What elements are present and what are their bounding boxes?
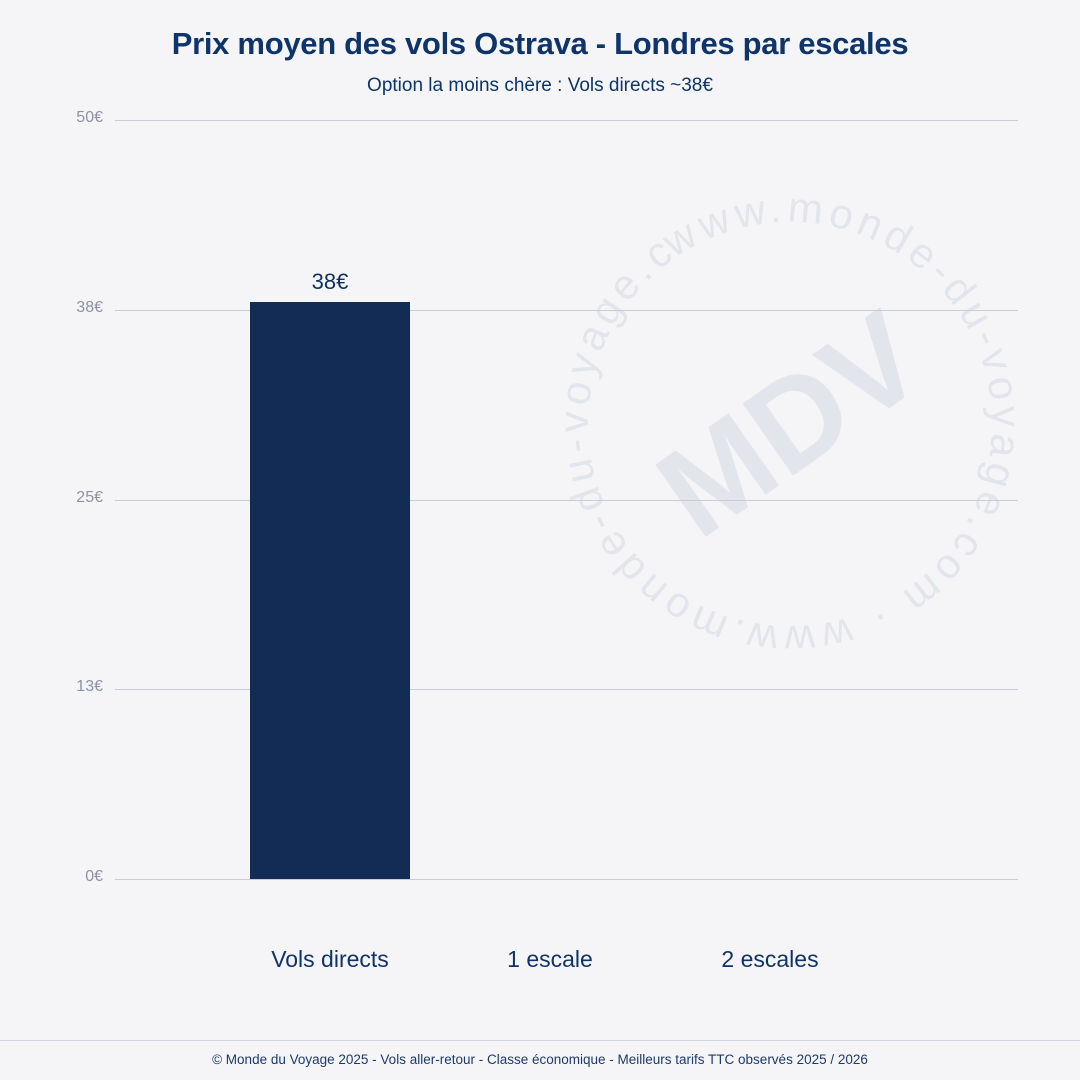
y-tick-label: 50€ (76, 109, 103, 126)
y-tick-label: 25€ (76, 488, 103, 506)
x-category-label: 2 escales (721, 946, 819, 972)
y-tick-label: 13€ (76, 678, 103, 696)
gridline (115, 120, 1018, 121)
bar-vols-directs (250, 302, 410, 879)
footer-text: © Monde du Voyage 2025 - Vols aller-reto… (0, 1040, 1080, 1080)
gridline (115, 879, 1018, 880)
gridline (115, 309, 1018, 311)
plot-area: 0€ 13€ 25€ 38€ 50€ 38€ (0, 109, 1080, 885)
chart-subtitle: Option la moins chère : Vols directs ~38… (367, 75, 713, 96)
bar-value-label: 38€ (311, 269, 349, 295)
x-category-label: 1 escale (507, 946, 593, 972)
x-category-label: Vols directs (271, 946, 389, 972)
y-tick-label: 38€ (76, 298, 103, 316)
x-axis-labels: Vols directs 1 escale 2 escales (0, 946, 1080, 986)
gridline (115, 499, 1018, 501)
chart-title: Prix moyen des vols Ostrava - Londres pa… (171, 26, 909, 61)
y-tick-label: 0€ (85, 868, 103, 885)
gridline (115, 689, 1018, 691)
